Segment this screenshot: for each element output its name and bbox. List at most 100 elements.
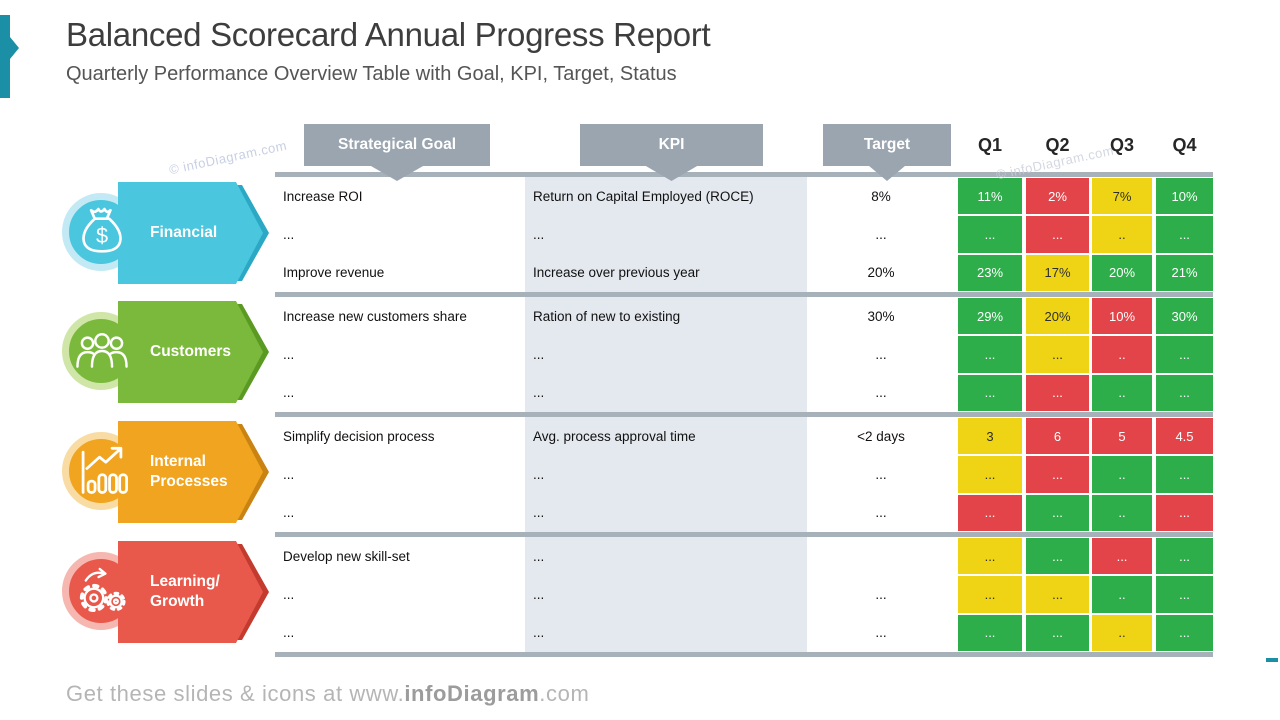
category-item-customers: Customers [62,301,269,403]
category-label: Learning/ Growth [150,572,220,610]
status-cell: ... [958,216,1022,253]
table-row: ... ... ... ... ... .. ... [275,374,1213,412]
table-group-customers: Increase new customers share Ration of n… [275,297,1213,412]
status-cell: 5 [1092,418,1152,455]
svg-text:$: $ [96,223,108,248]
table-row: ... ... ... ... ... .. ... [275,494,1213,532]
gears-icon [79,567,126,612]
goal-cell: ... [283,346,295,362]
corner-accent-mark [1266,658,1278,662]
target-cell: ... [875,346,887,362]
column-header-goal: Strategical Goal [304,124,490,182]
status-cell: ... [1026,576,1089,613]
status-cell: ... [1026,614,1089,651]
status-cell: .. [1092,374,1152,411]
banner-ribbon-shape [580,124,763,181]
status-cell: ... [958,336,1022,373]
target-cell: ... [875,385,887,401]
status-cell: 21% [1156,254,1213,291]
status-cell: .. [1092,336,1152,373]
table-row: ... ... ... ... ... .. ... [275,215,1213,253]
kpi-cell: ... [533,586,545,602]
target-cell: 20% [867,265,895,281]
category-item-learning-growth: Learning/ Growth [62,541,269,643]
status-cell: ... [958,576,1022,613]
kpi-cell: ... [533,625,545,641]
kpi-cell: ... [533,226,545,242]
status-cell: ... [1156,374,1213,411]
status-cell: .. [1092,614,1152,651]
status-cell: ... [958,494,1022,531]
kpi-cell: ... [533,385,545,401]
status-cell: 17% [1026,254,1089,291]
table-separator [275,652,1213,657]
people-icon [76,333,128,368]
status-cell: 23% [958,254,1022,291]
page-title: Balanced Scorecard Annual Progress Repor… [66,16,711,53]
status-cell: .. [1092,494,1152,531]
accent-chevron-icon [10,37,19,59]
goal-cell: ... [283,505,295,521]
status-cell: ... [1026,494,1089,531]
status-cell: ... [958,374,1022,411]
kpi-cell: Increase over previous year [533,265,700,281]
quarter-header-q3: Q3 [1109,134,1134,155]
table-separator [275,292,1213,297]
table-row: ... ... ... ... ... .. ... [275,335,1213,373]
target-cell: 8% [871,188,891,204]
table-row: Improve revenue Increase over previous y… [275,254,1213,292]
table-separator [275,532,1213,537]
kpi-cell: Avg. process approval time [533,428,696,444]
status-cell: ... [1156,336,1213,373]
column-header-label: Target [863,136,911,153]
status-cell: 2% [1026,178,1089,215]
status-cell: ... [1026,538,1089,575]
status-cell: .. [1092,576,1152,613]
column-header-target: Target [823,124,951,182]
category-label: Financial [150,223,218,241]
watermark: © infoDiagram.com [167,137,289,178]
target-cell: ... [875,466,887,482]
status-cell: .. [1092,216,1152,253]
goal-cell: ... [283,586,295,602]
status-cell: 4.5 [1156,418,1213,455]
category-arrow-shape [118,301,269,403]
table-row: ... ... ... ... ... .. ... [275,614,1213,652]
category-arrow-shape [118,182,269,284]
footer-brand: infoDiagram [404,681,540,706]
page-subtitle: Quarterly Performance Overview Table wit… [66,63,677,85]
table-group-internal-processes: Simplify decision process Avg. process a… [275,417,1213,532]
target-cell [807,537,955,575]
quarter-header-q2: Q2 [1045,134,1070,155]
goal-cell: ... [283,226,295,242]
status-cell: ... [1156,614,1213,651]
status-cell: 11% [958,178,1022,215]
kpi-cell: ... [533,346,545,362]
table-row: Simplify decision process Avg. process a… [275,417,1213,455]
status-cell: 20% [1092,254,1152,291]
status-cell: ... [1156,576,1213,613]
table-group-learning-growth: Develop new skill-set ... ... ... ... ..… [275,537,1213,652]
table-row: Increase ROI Return on Capital Employed … [275,177,1213,215]
target-cell: ... [875,586,887,602]
footer-text-prefix: Get these slides & icons at www. [66,681,405,706]
goal-cell: ... [283,466,295,482]
kpi-cell: ... [533,466,545,482]
target-cell: ... [875,625,887,641]
status-cell: ... [958,538,1022,575]
category-item-financial: $ Financial [62,182,269,284]
target-cell: ... [875,505,887,521]
quarter-header-q4: Q4 [1172,134,1197,155]
table-row: ... ... ... ... ... .. ... [275,455,1213,493]
status-cell: .. [1092,456,1152,493]
category-arrow-shape [118,421,269,523]
table-row: ... ... ... ... ... .. ... [275,575,1213,613]
category-label: Customers [150,342,231,360]
status-cell: ... [958,614,1022,651]
status-cell: ... [1156,456,1213,493]
footer-text-suffix: .com [539,681,590,706]
goal-cell: Increase new customers share [283,308,467,324]
status-cell: 10% [1092,298,1152,335]
kpi-cell: ... [533,548,545,564]
